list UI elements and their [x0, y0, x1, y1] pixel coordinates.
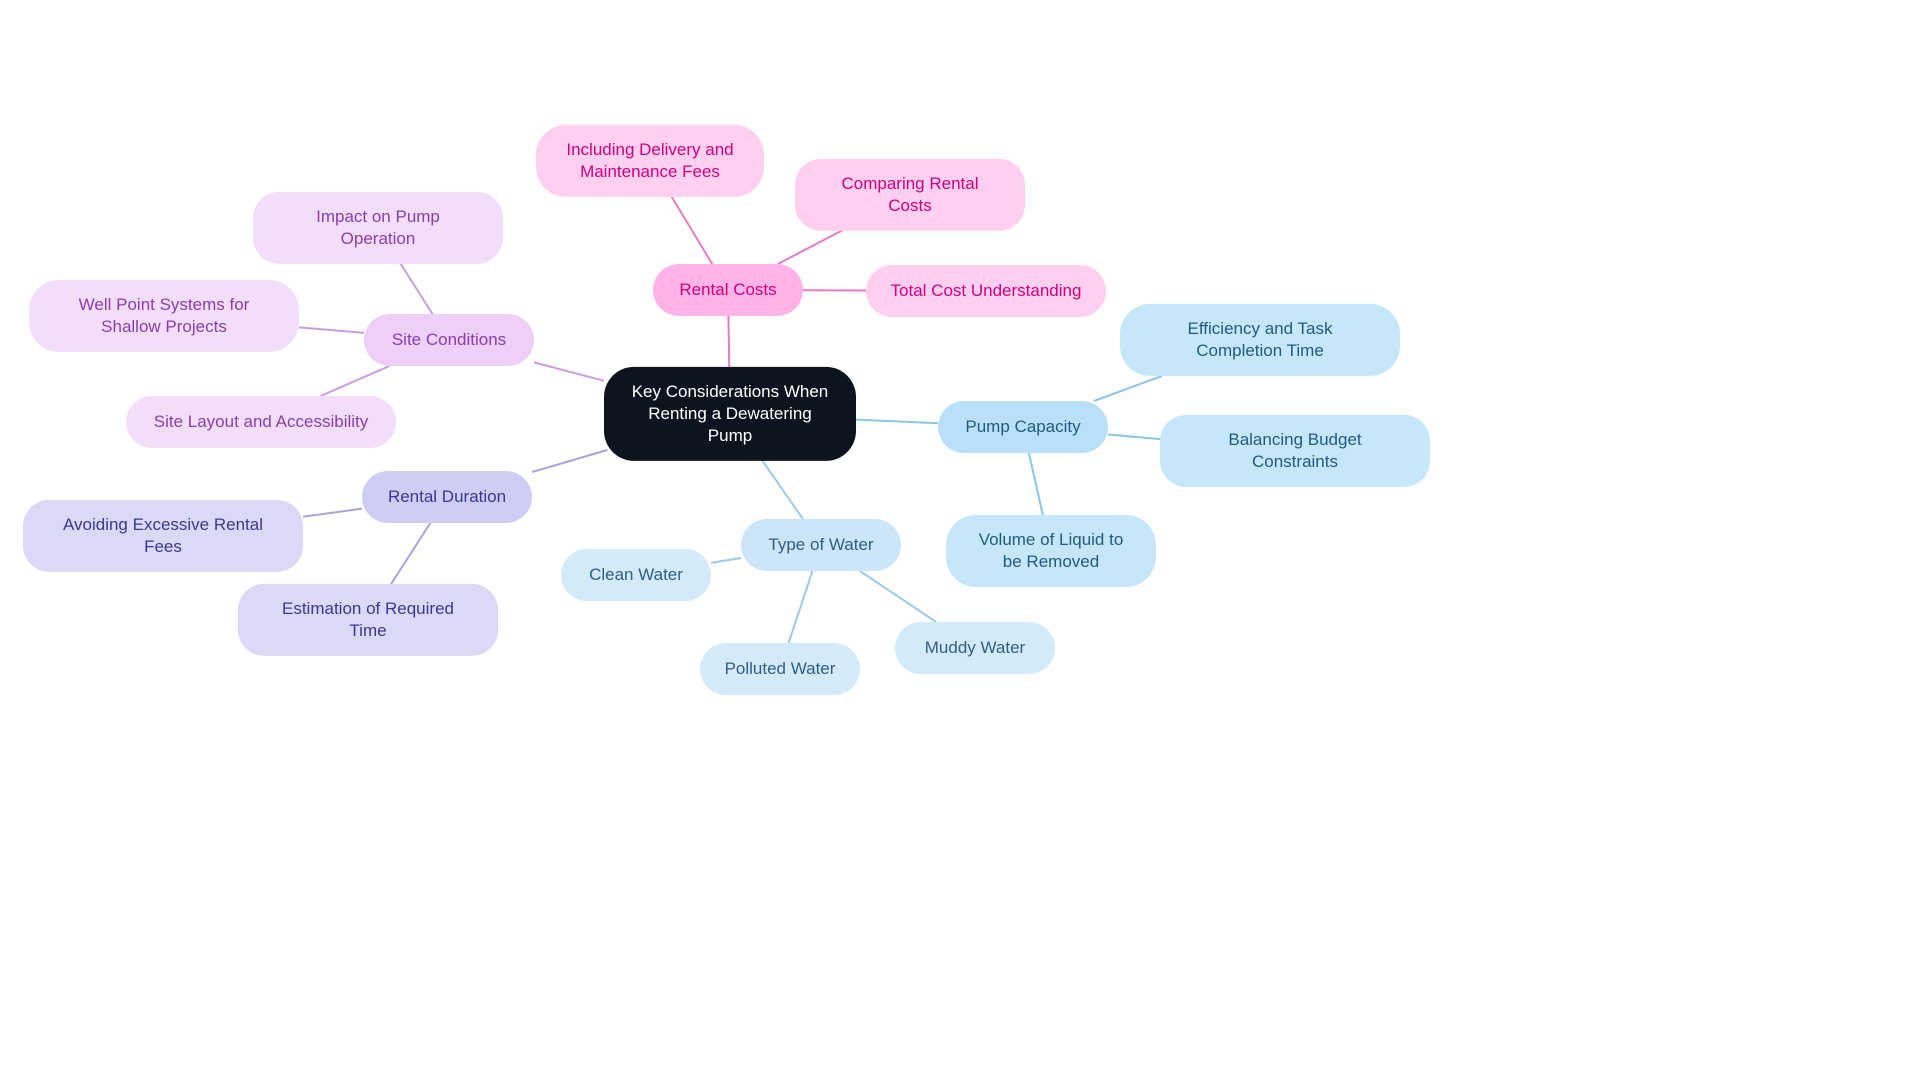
- edge: [299, 327, 364, 332]
- node-type_water: Type of Water: [741, 519, 901, 571]
- node-rc_comparing: Comparing Rental Costs: [795, 159, 1025, 231]
- edge: [856, 420, 938, 424]
- edge: [1108, 435, 1160, 440]
- node-rental_costs: Rental Costs: [653, 264, 803, 316]
- edge: [532, 450, 607, 472]
- edge: [789, 571, 813, 643]
- edge: [321, 366, 390, 396]
- node-pc_volume: Volume of Liquid to be Removed: [946, 515, 1156, 587]
- node-sc_wellpoint: Well Point Systems for Shallow Projects: [29, 280, 299, 352]
- node-rd_estimate: Estimation of Required Time: [238, 584, 498, 656]
- node-pc_budget: Balancing Budget Constraints: [1160, 415, 1430, 487]
- edge: [1029, 453, 1043, 515]
- edge: [672, 197, 713, 264]
- edge: [860, 571, 936, 622]
- node-tw_muddy: Muddy Water: [895, 622, 1055, 674]
- node-pc_eff: Efficiency and Task Completion Time: [1120, 304, 1400, 376]
- edge: [711, 558, 741, 563]
- node-site_cond: Site Conditions: [364, 314, 534, 366]
- node-rental_dur: Rental Duration: [362, 471, 532, 523]
- node-rd_avoid: Avoiding Excessive Rental Fees: [23, 500, 303, 572]
- node-pump_cap: Pump Capacity: [938, 401, 1108, 453]
- node-rc_total: Total Cost Understanding: [866, 265, 1106, 317]
- node-sc_layout: Site Layout and Accessibility: [126, 396, 396, 448]
- node-center: Key Considerations When Renting a Dewate…: [604, 367, 856, 461]
- node-sc_impact: Impact on Pump Operation: [253, 192, 503, 264]
- edge: [303, 509, 362, 517]
- edge: [1094, 376, 1162, 401]
- node-tw_clean: Clean Water: [561, 549, 711, 601]
- node-rc_delivery: Including Delivery and Maintenance Fees: [536, 125, 764, 197]
- edge: [534, 362, 604, 380]
- node-tw_polluted: Polluted Water: [700, 643, 860, 695]
